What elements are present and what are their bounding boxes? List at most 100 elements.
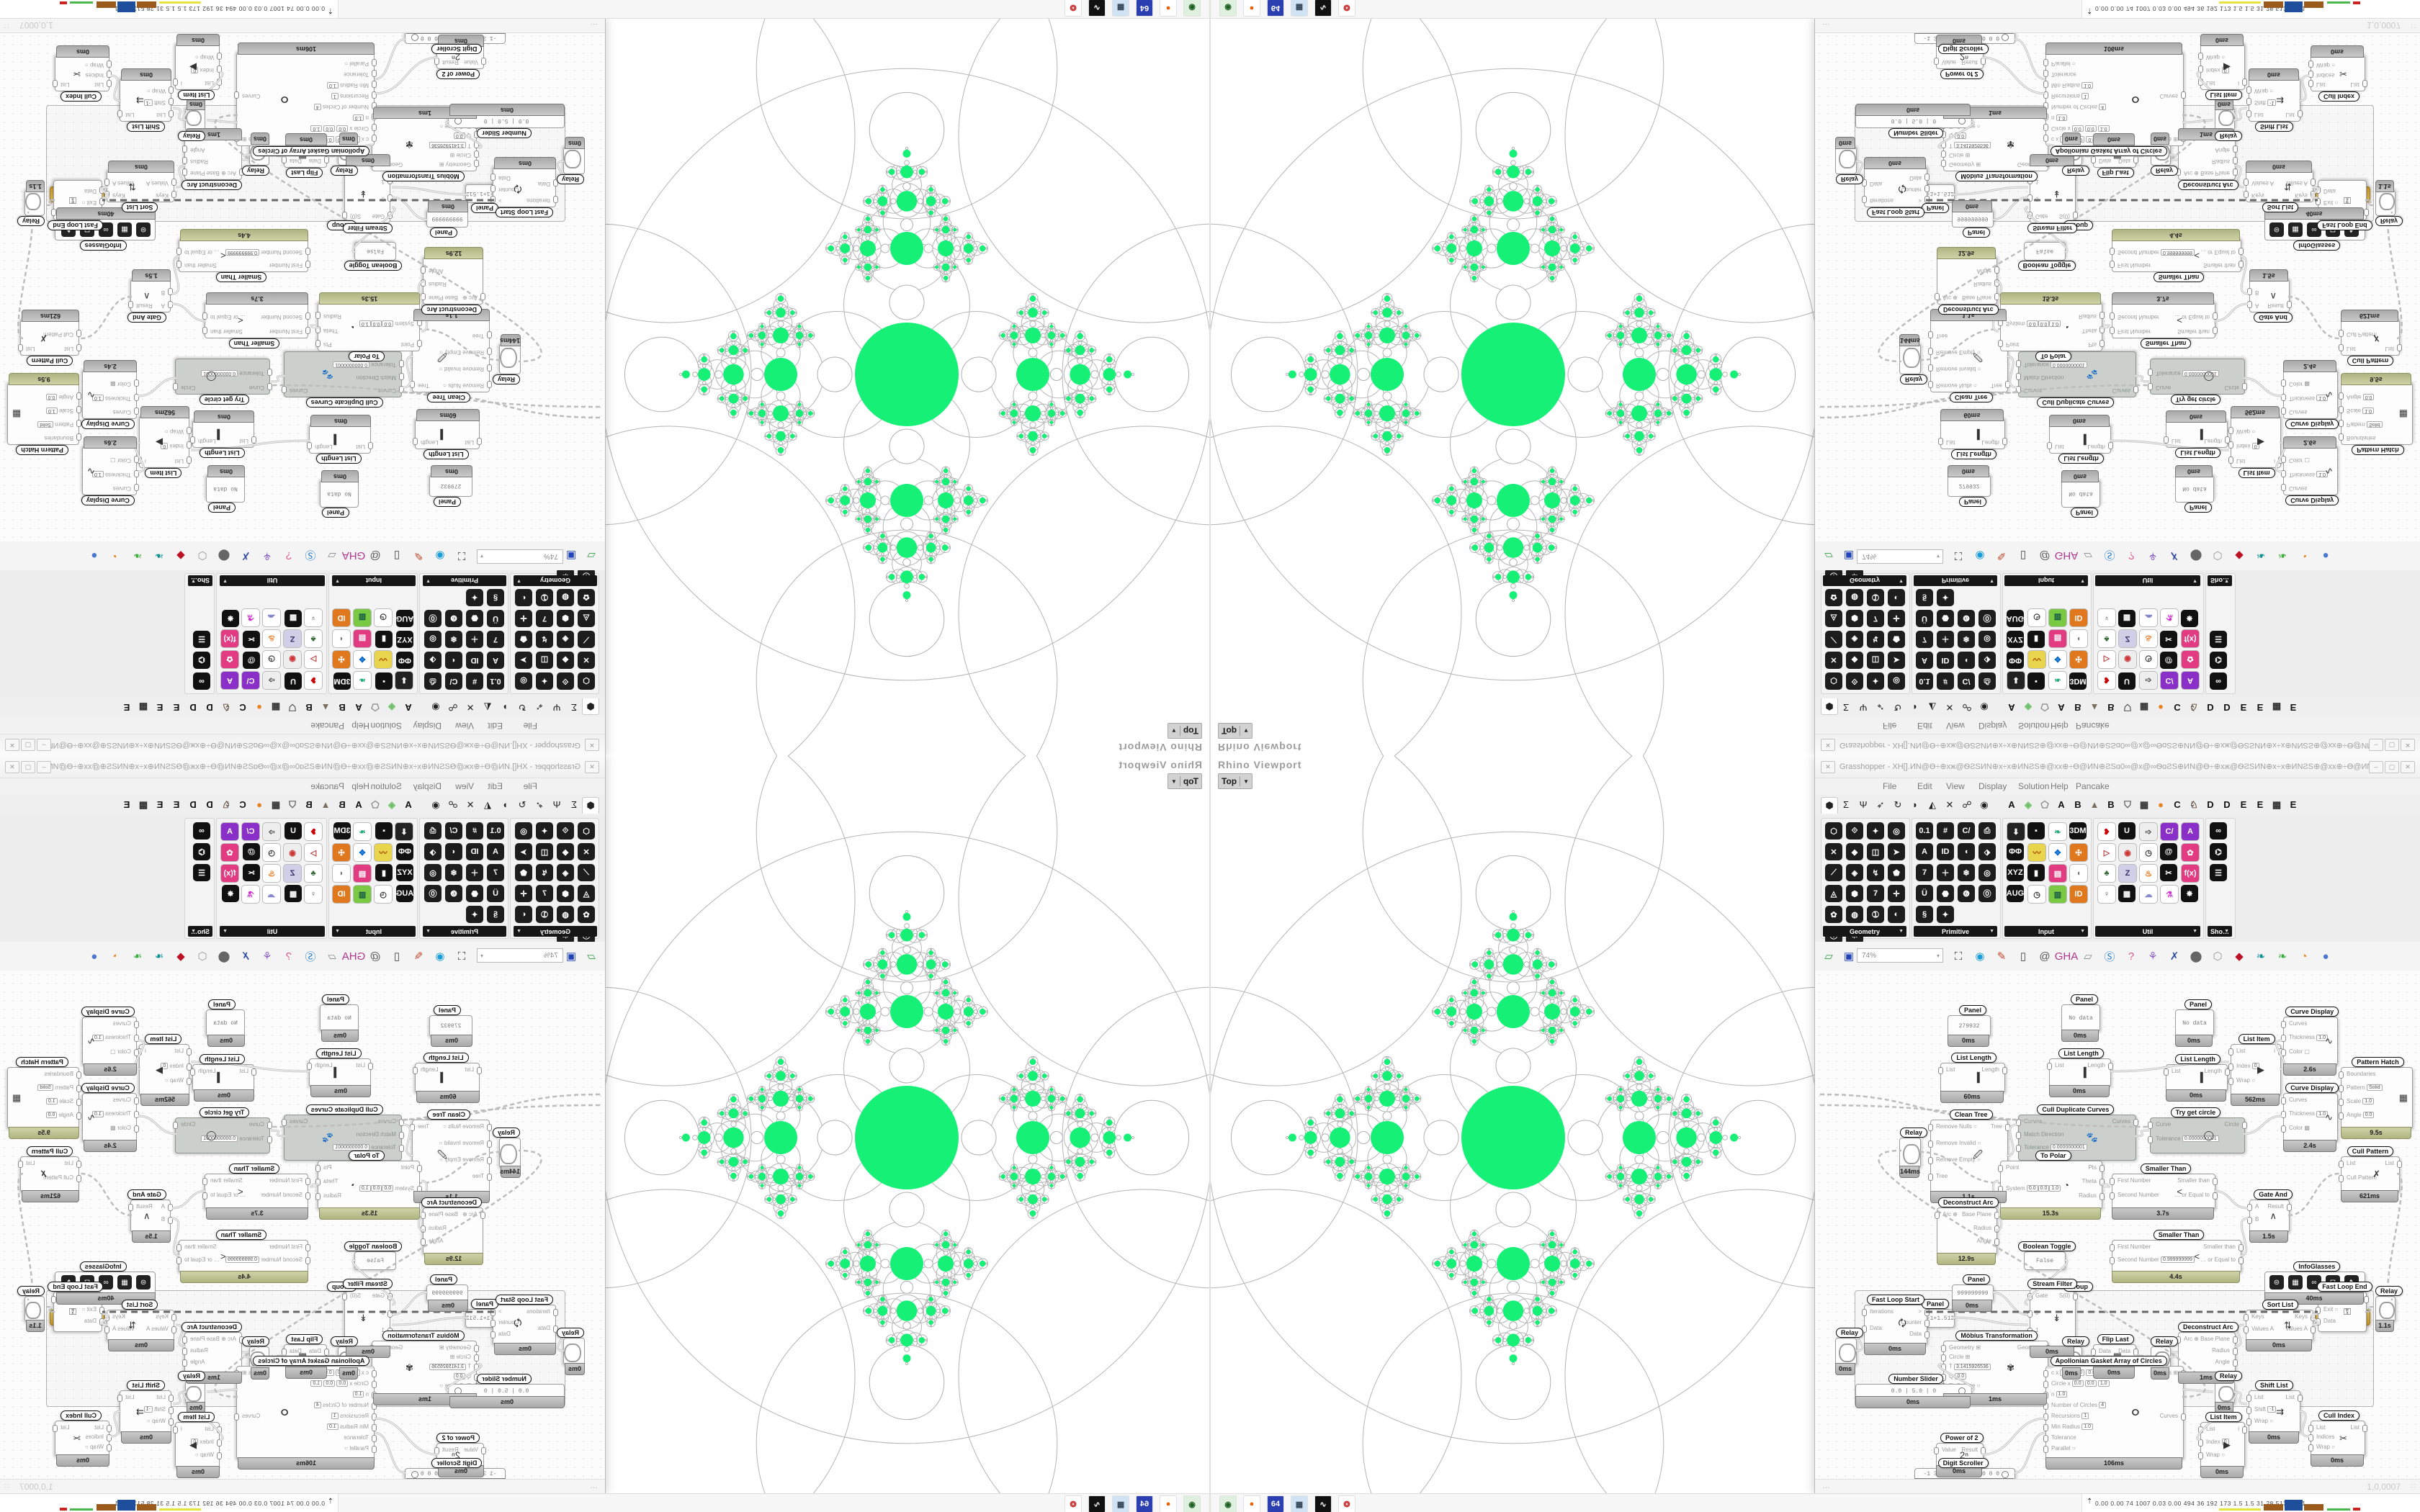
component-icon[interactable]: ⎙ bbox=[1978, 672, 1996, 690]
input-port[interactable] bbox=[1928, 1140, 1933, 1148]
input-port[interactable] bbox=[2043, 1424, 2048, 1431]
component-icon[interactable]: ☁ bbox=[2139, 885, 2158, 904]
toolbar-icon-17[interactable]: ❧ bbox=[133, 950, 143, 963]
tab-letter-1[interactable]: ◈ bbox=[2025, 702, 2032, 713]
component-icon[interactable]: XYZ bbox=[2007, 631, 2024, 648]
component-icon[interactable]: # bbox=[466, 672, 483, 690]
component-icon[interactable]: A bbox=[220, 671, 239, 690]
gh-node-list-length[interactable]: List Length ▍ bbox=[1938, 1063, 2007, 1093]
component-icon[interactable]: ☁ bbox=[262, 885, 281, 904]
component-icon[interactable]: ID bbox=[332, 608, 351, 627]
component-icon[interactable]: ＋ bbox=[466, 864, 483, 881]
tab-letter-14[interactable]: E bbox=[2240, 702, 2247, 713]
tab-letter-5[interactable]: ▲ bbox=[2089, 799, 2099, 810]
input-port[interactable] bbox=[2148, 1136, 2153, 1143]
component-icon[interactable]: ➀ bbox=[1867, 589, 1884, 606]
toolbar-icon-18[interactable]: ◔ bbox=[112, 950, 120, 963]
component-icon[interactable]: # bbox=[1937, 822, 1954, 840]
component-icon[interactable]: AUG bbox=[396, 610, 413, 627]
component-icon[interactable]: ❥ bbox=[304, 822, 323, 841]
tab-letter-12[interactable]: D bbox=[206, 799, 213, 810]
component-icon[interactable]: ◎ bbox=[1978, 631, 1996, 648]
menu-help[interactable]: Help bbox=[351, 781, 369, 791]
menu-file[interactable]: File bbox=[1883, 781, 1897, 791]
component-icon[interactable]: ΦΦ bbox=[2007, 843, 2024, 860]
component-icon[interactable]: ✂ bbox=[243, 864, 260, 881]
toolbar-icon-14[interactable]: ⬡ bbox=[197, 549, 207, 562]
input-port[interactable] bbox=[2198, 1439, 2203, 1446]
taskbar-icon-firefox[interactable]: ● bbox=[1243, 0, 1260, 17]
component-icon[interactable]: ◐ bbox=[515, 906, 532, 923]
taskbar-icon-rhino[interactable]: ∿ bbox=[1314, 0, 1332, 17]
component-icon[interactable]: Z bbox=[283, 629, 302, 648]
taskbar-icon-floppy-64[interactable]: 64 bbox=[1267, 0, 1284, 17]
input-port[interactable] bbox=[2016, 1145, 2021, 1152]
tab-icon-3[interactable]: ➶ bbox=[535, 799, 544, 810]
component-icon[interactable]: ➩ bbox=[2139, 822, 2158, 841]
component-icon[interactable]: 0.1 bbox=[1916, 672, 1933, 690]
component-icon[interactable]: ▥ bbox=[2048, 608, 2067, 627]
component-icon[interactable]: ➤ bbox=[515, 652, 532, 669]
component-icon[interactable]: 🜊 bbox=[332, 650, 351, 669]
component-icon[interactable]: ◖ bbox=[1958, 652, 1975, 669]
component-icon[interactable]: ▤ bbox=[2048, 864, 2067, 883]
tab-letter-0[interactable]: A bbox=[2008, 799, 2015, 810]
tab-letter-16[interactable]: ▩ bbox=[2272, 799, 2282, 810]
gh-node-pattern-hatch[interactable]: Boundaries Pattern Solid Scale 1.0 Angle 0.… bbox=[2339, 1067, 2413, 1129]
component-icon[interactable]: Ü bbox=[487, 885, 504, 902]
minimize-button[interactable]: – bbox=[2369, 739, 2383, 751]
toolbar-icon-2[interactable]: ⛶ bbox=[1954, 549, 1963, 562]
component-icon[interactable]: ID bbox=[2069, 885, 2088, 904]
component-icon[interactable]: ♣ bbox=[304, 864, 323, 883]
tab-icon-6[interactable]: ◭ bbox=[1929, 702, 1936, 713]
component-icon[interactable]: ✛ bbox=[515, 885, 532, 902]
gh-node-relay[interactable] bbox=[1899, 1138, 1921, 1168]
toolbar-icon-15[interactable]: ◆ bbox=[176, 950, 185, 963]
component-icon[interactable]: ✥ bbox=[353, 650, 372, 669]
component-icon[interactable]: 7 bbox=[536, 610, 553, 627]
component-icon[interactable]: ➀ bbox=[536, 589, 553, 606]
tab-letter-8[interactable]: ▦ bbox=[271, 799, 281, 810]
tab-letter-5[interactable]: ▲ bbox=[321, 799, 331, 810]
component-icon[interactable]: ⓪ bbox=[424, 885, 442, 902]
component-icon[interactable]: ✛ bbox=[515, 610, 532, 627]
component-icon[interactable]: ◷ bbox=[2139, 650, 2158, 669]
component-icon[interactable]: ♨ bbox=[2139, 864, 2158, 883]
gh-node-relay[interactable] bbox=[2375, 1296, 2396, 1322]
component-icon[interactable]: ◖ bbox=[332, 864, 351, 883]
tab-icon-2[interactable]: Ψ bbox=[552, 799, 561, 810]
component-icon[interactable]: XYZ bbox=[396, 631, 413, 648]
component-icon[interactable]: ♨ bbox=[262, 629, 281, 648]
palette-group-label[interactable]: Input ▼ bbox=[2004, 575, 2088, 586]
tab-letter-16[interactable]: ▩ bbox=[138, 702, 148, 713]
tab-icon-1[interactable]: Σ bbox=[1842, 702, 1850, 713]
component-icon[interactable]: ✿ bbox=[2181, 650, 2200, 669]
component-icon[interactable]: ♀ bbox=[304, 885, 323, 904]
toolbar-icon-5[interactable]: ▯ bbox=[2020, 549, 2027, 562]
tab-icon-2[interactable]: Ψ bbox=[1859, 702, 1868, 713]
gh-canvas[interactable]: Group 279932 Panel 0ms List Length ▍ List Lengt… bbox=[0, 33, 605, 541]
component-icon[interactable]: ID bbox=[332, 885, 351, 904]
output-port[interactable] bbox=[2099, 1179, 2105, 1187]
maximize-button[interactable]: ▢ bbox=[2385, 761, 2399, 773]
tab-icon-3[interactable]: ➶ bbox=[1876, 799, 1885, 810]
gh-node-cull-pattern[interactable]: List Cull Pattern List ✗ bbox=[2339, 1156, 2402, 1192]
component-icon[interactable]: ▦ bbox=[2118, 610, 2136, 627]
menu-view[interactable]: View bbox=[1946, 721, 1965, 731]
menu-file[interactable]: File bbox=[1883, 721, 1897, 731]
gh-node-shift-list[interactable]: List Shift -1 Wrap ○ List ⇉ bbox=[2246, 1390, 2303, 1434]
menu-display[interactable]: Display bbox=[1978, 721, 2007, 731]
tab-letter-15[interactable]: E bbox=[156, 702, 163, 713]
gh-canvas[interactable]: Group 279932 Panel 0ms List Length ▍ List Lengt… bbox=[0, 971, 605, 1479]
tab-letter-7[interactable]: ⛉ bbox=[289, 799, 296, 810]
component-icon[interactable]: 🜊 bbox=[332, 843, 351, 862]
grasshopper-titlebar[interactable]: ✕ Grasshopper - XH[].ИN@Ө÷⊕xж@ѲƧSИN⊕x÷x⊕… bbox=[1815, 734, 2420, 756]
resize-grip[interactable]: ∷ bbox=[4, 1482, 9, 1490]
zoom-select[interactable]: 74% ▾ bbox=[1857, 549, 1943, 564]
component-icon[interactable]: f(x) bbox=[220, 864, 239, 883]
tab-icon-5[interactable]: ◗ bbox=[502, 702, 508, 713]
tab-letter-2[interactable]: ⬠ bbox=[2040, 799, 2049, 810]
output-port[interactable] bbox=[2364, 1296, 2369, 1303]
component-icon[interactable]: ♀ bbox=[304, 608, 323, 627]
gh-node-try-get-circle[interactable]: Curve Tolerance 0.0000000001 Circle ◯ bbox=[2148, 1117, 2247, 1153]
